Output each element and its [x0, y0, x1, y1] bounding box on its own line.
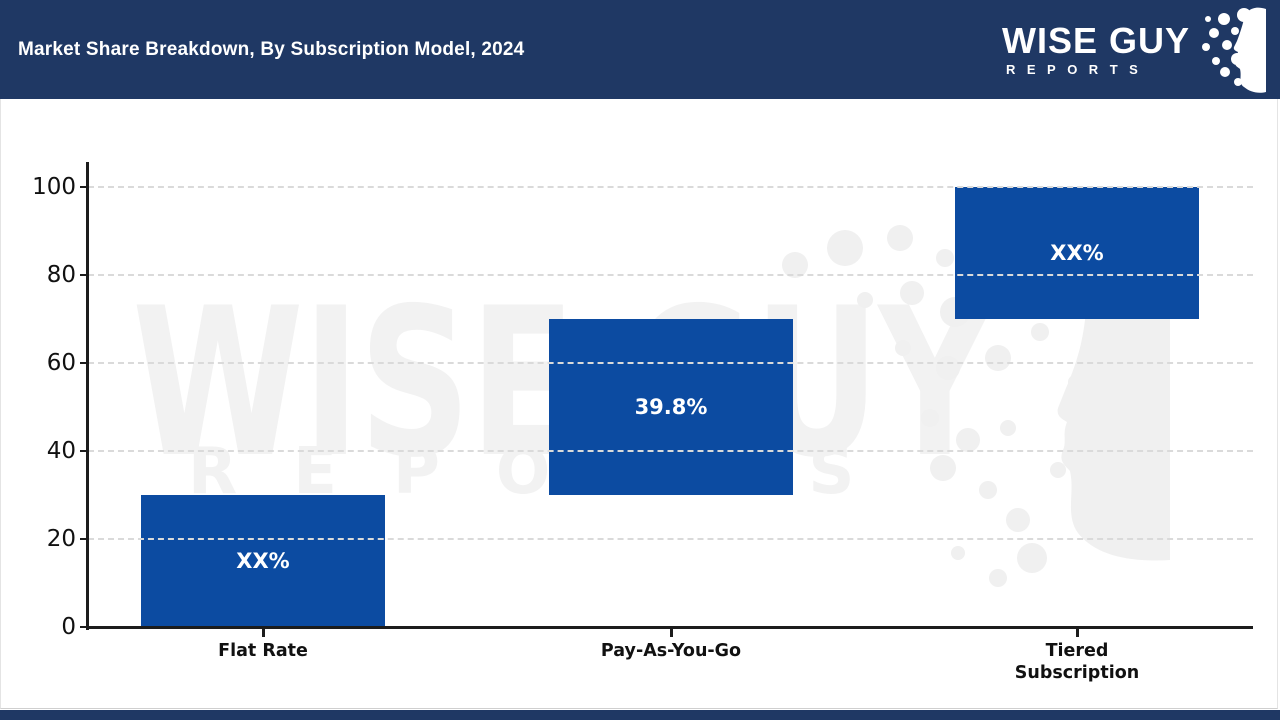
- header-bar: Market Share Breakdown, By Subscription …: [0, 0, 1280, 99]
- footer-bar: [0, 710, 1280, 720]
- bar-pay-as-you-go: [549, 319, 793, 495]
- x-tick-2: [1076, 628, 1079, 637]
- y-tick-80: [80, 273, 87, 277]
- x-axis-line: [86, 625, 1253, 629]
- chart-title: Market Share Breakdown, By Subscription …: [18, 38, 525, 60]
- logo-wordmark: WISE GUY: [1001, 19, 1190, 61]
- y-tick-label-100: 100: [32, 174, 76, 200]
- y-tick-60: [80, 361, 87, 365]
- logo-face-icon: [1202, 7, 1266, 93]
- y-tick-40: [80, 449, 87, 453]
- category-label: Flat Rate: [218, 641, 308, 661]
- y-tick-label-40: 40: [46, 438, 76, 464]
- y-tick-label-80: 80: [46, 262, 76, 288]
- gridline-y-20: [88, 538, 1253, 540]
- chart-canvas: [0, 99, 1278, 709]
- y-axis-line: [86, 162, 89, 630]
- watermark-face-icon: [782, 225, 1170, 587]
- gridline-y-40: [88, 450, 1253, 452]
- logo-subtext: REPORTS: [1005, 61, 1150, 77]
- category-label: Tiered Subscription: [1014, 641, 1140, 683]
- bar-value-label: 39.8%: [634, 395, 708, 419]
- bar-value-label: XX%: [1050, 241, 1104, 265]
- y-tick-100: [80, 185, 87, 189]
- bar-flat-rate: [141, 495, 385, 627]
- bar-tiered-subscription: [955, 187, 1199, 319]
- y-tick-label-0: 0: [61, 614, 76, 640]
- y-tick-0: [80, 625, 87, 629]
- gridline-y-60: [88, 362, 1253, 364]
- category-label: Pay-As-You-Go: [600, 641, 742, 661]
- x-tick-0: [262, 628, 265, 637]
- bar-value-label: XX%: [236, 549, 290, 573]
- wise-guy-reports-logo: WISE GUY REPORTS: [1002, 5, 1266, 95]
- gridline-y-80: [88, 274, 1253, 276]
- logo-text: WISE GUY REPORTS: [1001, 19, 1190, 77]
- y-tick-label-20: 20: [46, 526, 76, 552]
- x-tick-1: [670, 628, 673, 637]
- gridline-y-100: [88, 186, 1253, 188]
- y-tick-20: [80, 537, 87, 541]
- y-tick-label-60: 60: [46, 350, 76, 376]
